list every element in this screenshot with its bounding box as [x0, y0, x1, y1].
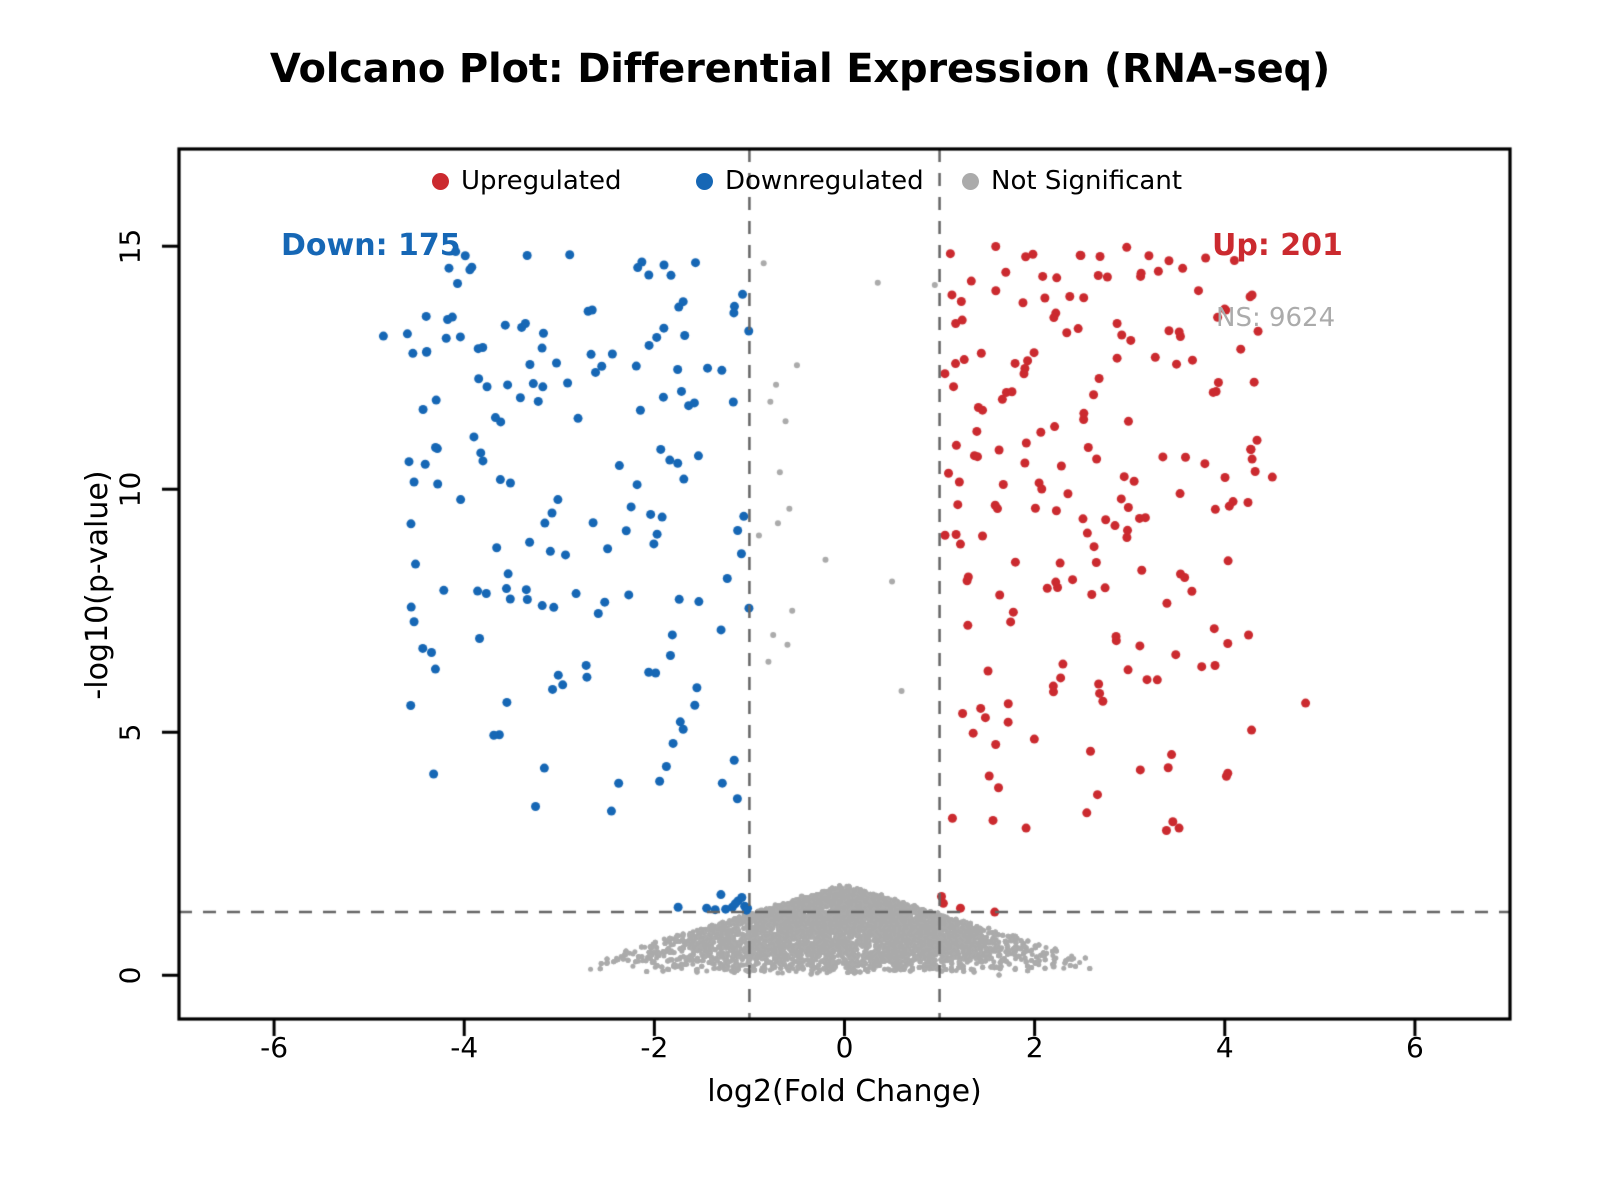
legend-label: Upregulated: [461, 166, 622, 196]
x-tick-label: -4: [450, 1031, 479, 1064]
y-tick-label: 10: [113, 471, 147, 508]
x-tick-label: 6: [1406, 1031, 1424, 1064]
y-tick-label: 5: [113, 723, 147, 742]
legend-label: Not Significant: [991, 166, 1183, 196]
x-axis-label: log2(Fold Change): [707, 1074, 982, 1109]
x-tick-label: -6: [260, 1031, 289, 1064]
page-title: Volcano Plot: Differential Expression (R…: [269, 46, 1331, 92]
x-tick-label: 2: [1025, 1031, 1044, 1064]
up-count-annotation: Up: 201: [1212, 228, 1343, 263]
down-count-annotation: Down: 175: [281, 228, 461, 263]
legend-item-downregulated: Downregulated: [696, 166, 924, 196]
y-tick-label: 0: [113, 966, 147, 985]
legend-item-upregulated: Upregulated: [432, 166, 621, 196]
x-tick-label: -2: [640, 1031, 669, 1064]
y-axis-label: -log10(p-value): [80, 470, 115, 700]
x-tick-label: 0: [835, 1031, 854, 1064]
legend-item-not-significant: Not Significant: [962, 166, 1182, 196]
ns-count-annotation: NS: 9624: [1216, 303, 1336, 333]
x-tick-label: 4: [1215, 1031, 1234, 1064]
legend-dot-icon: [962, 172, 979, 190]
legend-dot-icon: [696, 172, 713, 190]
y-tick-label: 15: [113, 228, 147, 265]
legend-dot-icon: [432, 172, 449, 190]
legend-label: Downregulated: [725, 166, 924, 196]
